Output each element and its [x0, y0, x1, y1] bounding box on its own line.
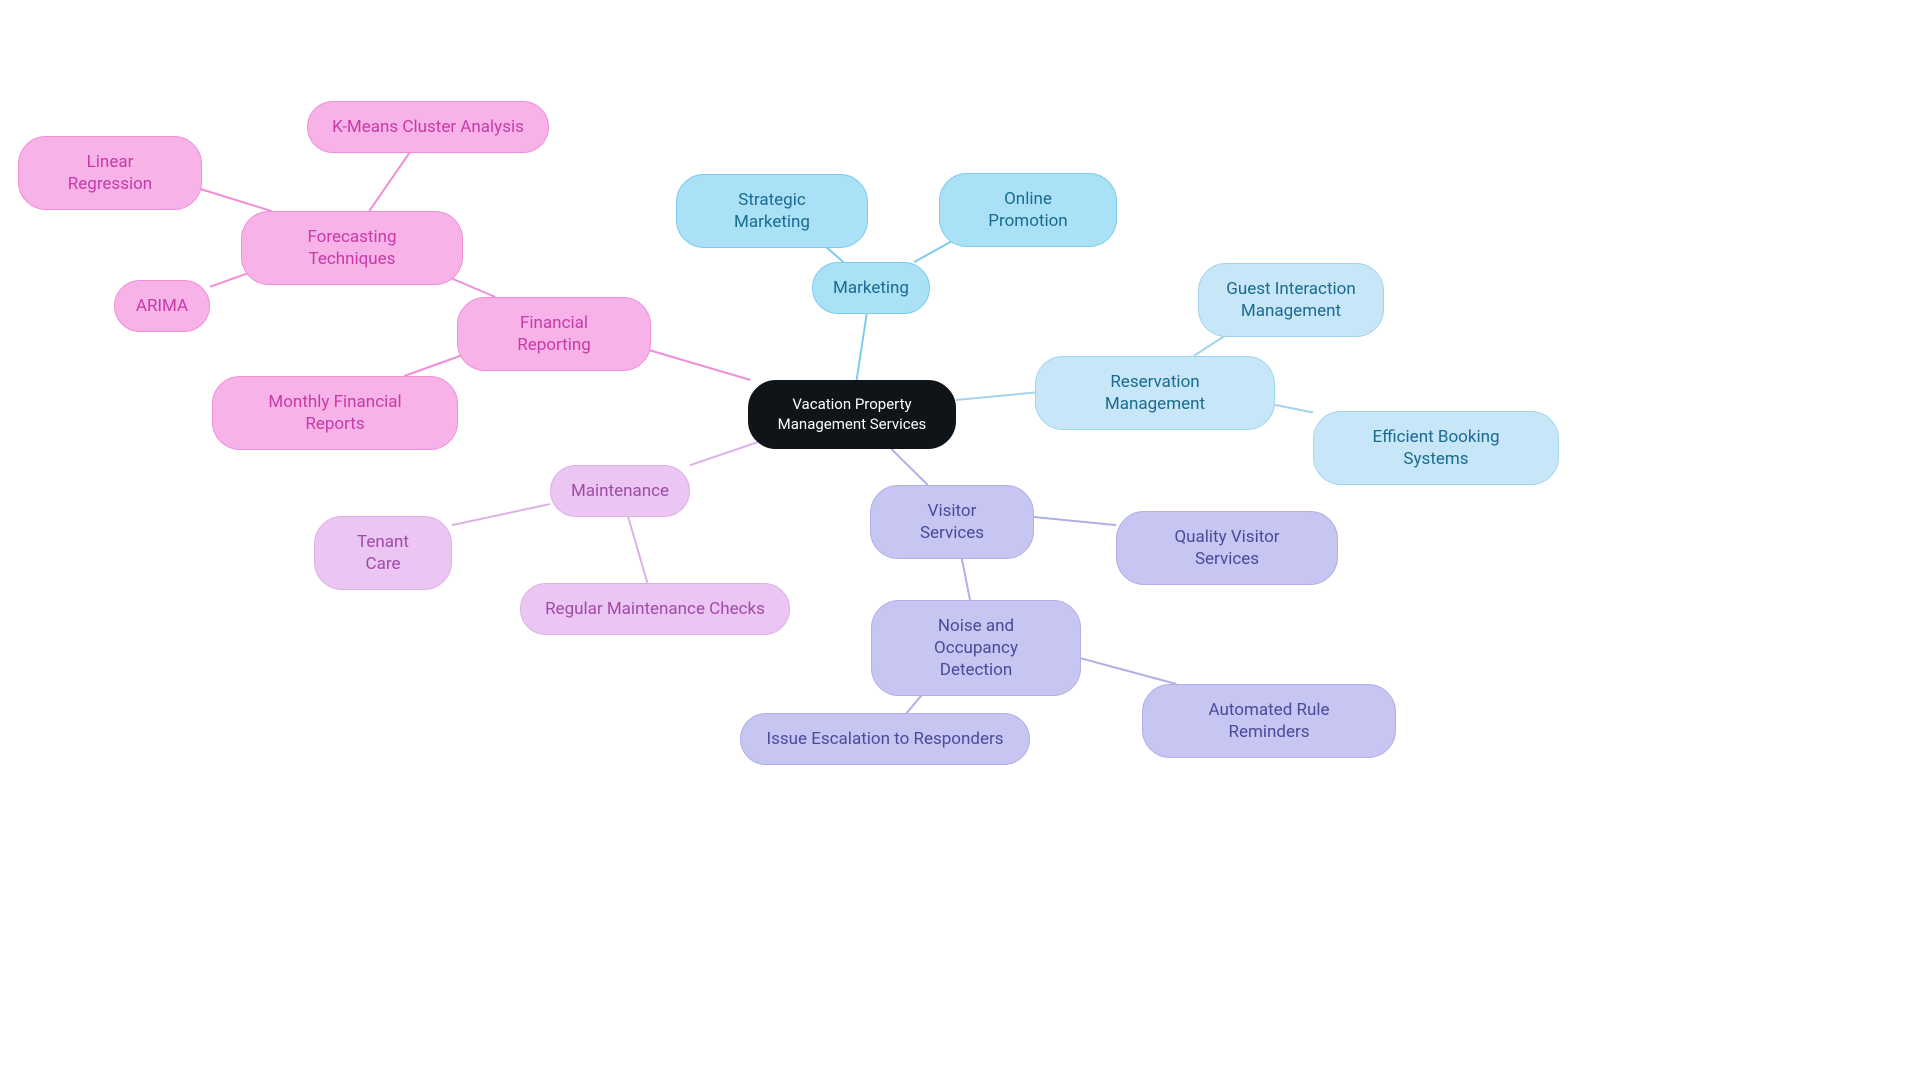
node-online-promotion[interactable]: Online Promotion: [939, 173, 1117, 247]
node-arima[interactable]: ARIMA: [114, 280, 210, 332]
node-noise-detection[interactable]: Noise and OccupancyDetection: [871, 600, 1081, 696]
edge: [1275, 405, 1313, 413]
edge: [690, 440, 764, 465]
node-marketing[interactable]: Marketing: [812, 262, 930, 314]
node-label: Guest InteractionManagement: [1226, 278, 1355, 322]
edge: [639, 347, 751, 380]
node-label: Reservation Management: [1060, 371, 1250, 415]
node-quality-visitor[interactable]: Quality Visitor Services: [1116, 511, 1338, 585]
edge: [956, 392, 1035, 400]
edge: [369, 151, 410, 211]
edge: [627, 513, 647, 583]
node-monthly-reports[interactable]: Monthly Financial Reports: [212, 376, 458, 450]
edge: [1081, 658, 1176, 684]
node-label: Financial Reporting: [482, 312, 626, 356]
node-label: ARIMA: [136, 295, 188, 317]
node-strategic-marketing[interactable]: Strategic Marketing: [676, 174, 868, 248]
edge: [191, 186, 272, 211]
edge: [452, 504, 550, 525]
node-label: Regular Maintenance Checks: [545, 598, 765, 620]
node-issue-escalation[interactable]: Issue Escalation to Responders: [740, 713, 1030, 765]
node-automated-reminders[interactable]: Automated Rule Reminders: [1142, 684, 1396, 758]
node-label: Noise and OccupancyDetection: [896, 615, 1056, 681]
node-reservation[interactable]: Reservation Management: [1035, 356, 1275, 430]
node-kmeans[interactable]: K-Means Cluster Analysis: [307, 101, 549, 153]
node-label: K-Means Cluster Analysis: [332, 116, 524, 138]
node-label: Strategic Marketing: [701, 189, 843, 233]
node-label: Visitor Services: [895, 500, 1009, 544]
node-label: Issue Escalation to Responders: [766, 728, 1003, 750]
node-linear-regression[interactable]: Linear Regression: [18, 136, 202, 210]
node-label: Automated Rule Reminders: [1167, 699, 1371, 743]
node-visitor-services[interactable]: Visitor Services: [870, 485, 1034, 559]
node-label: Efficient Booking Systems: [1338, 426, 1534, 470]
node-label: Maintenance: [571, 480, 669, 502]
node-root[interactable]: Vacation PropertyManagement Services: [748, 380, 956, 449]
node-forecasting[interactable]: Forecasting Techniques: [241, 211, 463, 285]
edge: [1034, 517, 1116, 525]
node-regular-maintenance[interactable]: Regular Maintenance Checks: [520, 583, 790, 635]
node-label: Online Promotion: [964, 188, 1092, 232]
node-label: Forecasting Techniques: [266, 226, 438, 270]
node-efficient-booking[interactable]: Efficient Booking Systems: [1313, 411, 1559, 485]
node-tenant-care[interactable]: Tenant Care: [314, 516, 452, 590]
node-financial-reporting[interactable]: Financial Reporting: [457, 297, 651, 371]
node-guest-interaction[interactable]: Guest InteractionManagement: [1198, 263, 1384, 337]
node-label: Tenant Care: [339, 531, 427, 575]
node-maintenance[interactable]: Maintenance: [550, 465, 690, 517]
node-label: Marketing: [833, 277, 909, 299]
node-label: Quality Visitor Services: [1141, 526, 1313, 570]
node-label: Linear Regression: [43, 151, 177, 195]
node-label: Monthly Financial Reports: [237, 391, 433, 435]
edge: [857, 310, 868, 380]
node-label: Vacation PropertyManagement Services: [778, 395, 927, 434]
